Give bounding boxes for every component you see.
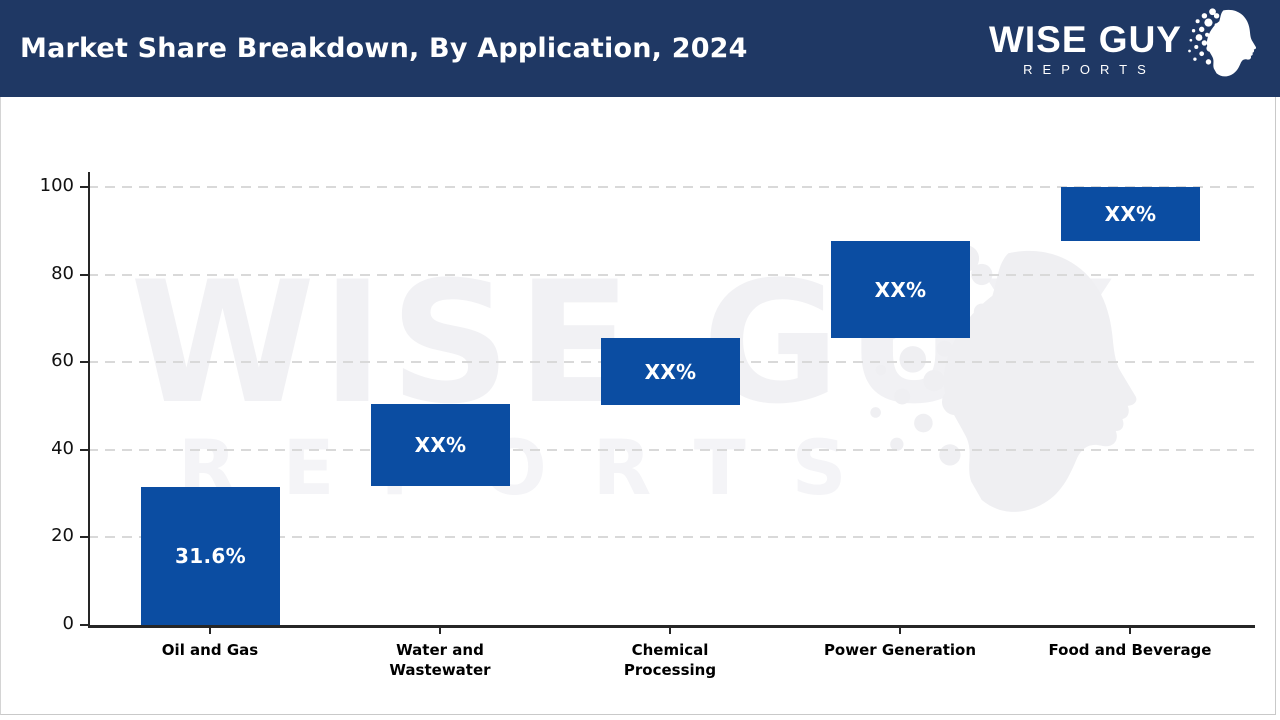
x-category-label: Food and Beverage xyxy=(1048,641,1212,659)
bar-value-label: XX% xyxy=(644,359,697,384)
y-axis-line xyxy=(88,172,90,628)
bar-value-label: XX% xyxy=(414,433,467,457)
x-category-label: Power Generation xyxy=(823,641,977,659)
y-tick-mark xyxy=(80,448,88,451)
y-tick-mark xyxy=(80,273,88,276)
y-tick-mark xyxy=(80,536,88,539)
x-category-label: Oil and Gas xyxy=(161,641,259,659)
y-tick-label: 0 xyxy=(62,613,74,634)
x-tick-mark xyxy=(1129,625,1131,634)
y-tick-label: 100 xyxy=(39,175,74,196)
brand-wordmark: WISE GUY REPORTS xyxy=(988,18,1182,77)
y-tick-label: 60 xyxy=(51,350,74,372)
y-tick-mark xyxy=(80,624,88,626)
brand-name: WISE GUY xyxy=(988,18,1182,60)
x-tick-mark xyxy=(439,625,441,634)
x-category-label: Water and Wastewater xyxy=(389,641,491,679)
bar-segment: XX% xyxy=(601,338,740,405)
x-tick-mark xyxy=(899,625,901,634)
bar-value-label: 31.6% xyxy=(175,544,246,568)
y-tick-mark xyxy=(80,361,88,364)
y-tick-label: 80 xyxy=(51,262,74,284)
x-tick-mark xyxy=(669,625,671,634)
x-axis-line xyxy=(88,625,1255,628)
page-title: Market Share Breakdown, By Application, … xyxy=(20,33,748,64)
bar-value-label: XX% xyxy=(1104,202,1157,226)
gridline-20 xyxy=(88,536,1255,539)
y-tick-label: 20 xyxy=(51,525,74,547)
brand-logo: WISE GUY REPORTS xyxy=(989,5,1266,93)
x-tick-mark xyxy=(209,625,211,634)
bar-segment: XX% xyxy=(1061,187,1200,241)
y-tick-label: 40 xyxy=(51,437,74,459)
bar-value-label: XX% xyxy=(874,277,927,302)
gridline-40 xyxy=(88,448,1255,451)
head-profile-dots-icon xyxy=(1188,7,1257,76)
gridline-80 xyxy=(88,273,1255,276)
header-bar: Market Share Breakdown, By Application, … xyxy=(0,0,1280,97)
bar-segment: 31.6% xyxy=(141,487,280,625)
bar-segment: XX% xyxy=(831,241,970,338)
x-category-label: Chemical Processing xyxy=(623,641,717,679)
y-tick-mark xyxy=(80,186,88,188)
brand-subtitle: REPORTS xyxy=(1023,61,1156,77)
gridline-100 xyxy=(88,186,1255,188)
bar-segment: XX% xyxy=(371,404,510,486)
watermark-reports: REPORTS xyxy=(178,423,893,512)
